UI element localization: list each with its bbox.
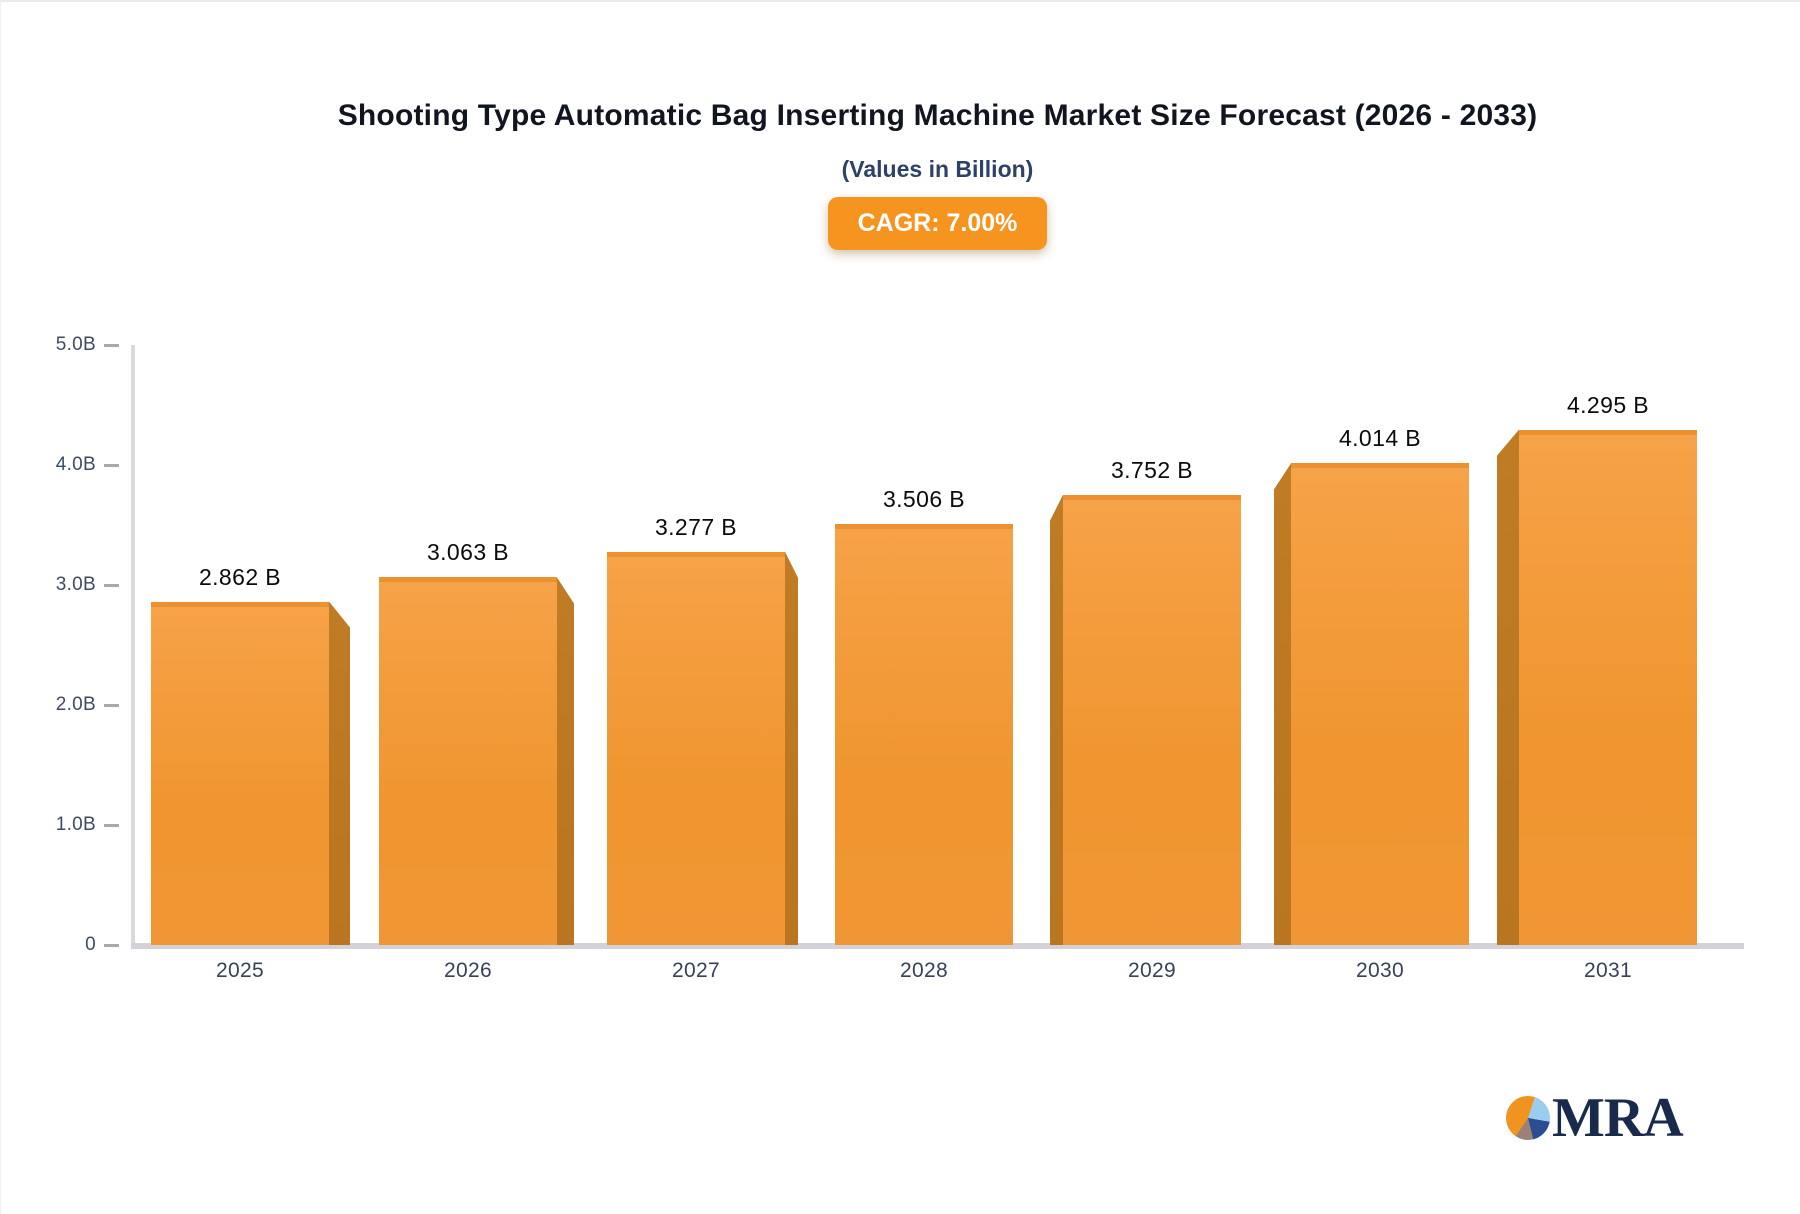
bar-value-label: 3.506 B bbox=[882, 486, 966, 513]
bar-value-label: 3.063 B bbox=[426, 539, 510, 566]
bar bbox=[151, 601, 329, 945]
bar-value-label: 4.295 B bbox=[1566, 391, 1650, 418]
y-axis-tick-label: 3.0B bbox=[55, 574, 96, 595]
bar-3d-side bbox=[557, 577, 574, 945]
y-axis-tick bbox=[104, 704, 119, 707]
bar bbox=[835, 524, 1013, 945]
chart-subtitle: (Values in Billion) bbox=[841, 156, 1034, 182]
bar-3d-side bbox=[1274, 463, 1291, 945]
bar bbox=[1063, 494, 1241, 945]
bar-value-label: 3.277 B bbox=[654, 513, 738, 540]
bar-value-label: 3.752 B bbox=[1110, 456, 1194, 483]
y-axis-tick bbox=[104, 464, 119, 467]
x-axis-baseline bbox=[131, 943, 1744, 949]
x-axis-tick-label: 2029 bbox=[1128, 959, 1176, 982]
bar-value-label: 4.014 B bbox=[1338, 425, 1422, 452]
y-axis-tick-label: 2.0B bbox=[55, 694, 96, 715]
y-axis-tick-label: 0 bbox=[85, 934, 96, 955]
y-axis-tick-label: 4.0B bbox=[55, 454, 96, 475]
x-axis-tick-label: 2028 bbox=[900, 959, 948, 982]
x-axis-tick-label: 2030 bbox=[1356, 959, 1404, 982]
x-axis-tick-label: 2027 bbox=[672, 959, 720, 982]
y-axis-tick-label: 5.0B bbox=[55, 334, 96, 355]
bar-3d-side bbox=[1497, 429, 1519, 945]
bar-3d-side bbox=[329, 601, 350, 945]
chart-header: Shooting Type Automatic Bag Inserting Ma… bbox=[131, 94, 1744, 250]
y-axis-tick-label: 1.0B bbox=[55, 814, 96, 835]
bar bbox=[379, 577, 557, 945]
bar-3d-side bbox=[785, 551, 798, 945]
y-axis-tick bbox=[104, 944, 119, 947]
cagr-badge: CAGR: 7.00% bbox=[827, 197, 1048, 250]
logo-pie-icon bbox=[1506, 1096, 1550, 1140]
y-axis-line bbox=[131, 345, 135, 947]
bar bbox=[1519, 429, 1697, 945]
logo-text: MRA bbox=[1552, 1087, 1684, 1149]
x-axis-tick-label: 2026 bbox=[444, 959, 492, 982]
bar bbox=[607, 551, 785, 945]
bar-3d-side bbox=[1050, 494, 1063, 945]
y-axis-tick bbox=[104, 344, 119, 347]
bar bbox=[1291, 463, 1469, 945]
x-axis-tick-label: 2025 bbox=[216, 959, 264, 982]
y-axis-tick bbox=[104, 584, 119, 587]
y-axis-tick bbox=[104, 824, 119, 827]
bar-value-label: 2.862 B bbox=[198, 563, 282, 590]
x-axis-tick-label: 2031 bbox=[1584, 959, 1632, 982]
chart-title: Shooting Type Automatic Bag Inserting Ma… bbox=[337, 99, 1538, 132]
mra-logo: MRA bbox=[1506, 1087, 1684, 1149]
